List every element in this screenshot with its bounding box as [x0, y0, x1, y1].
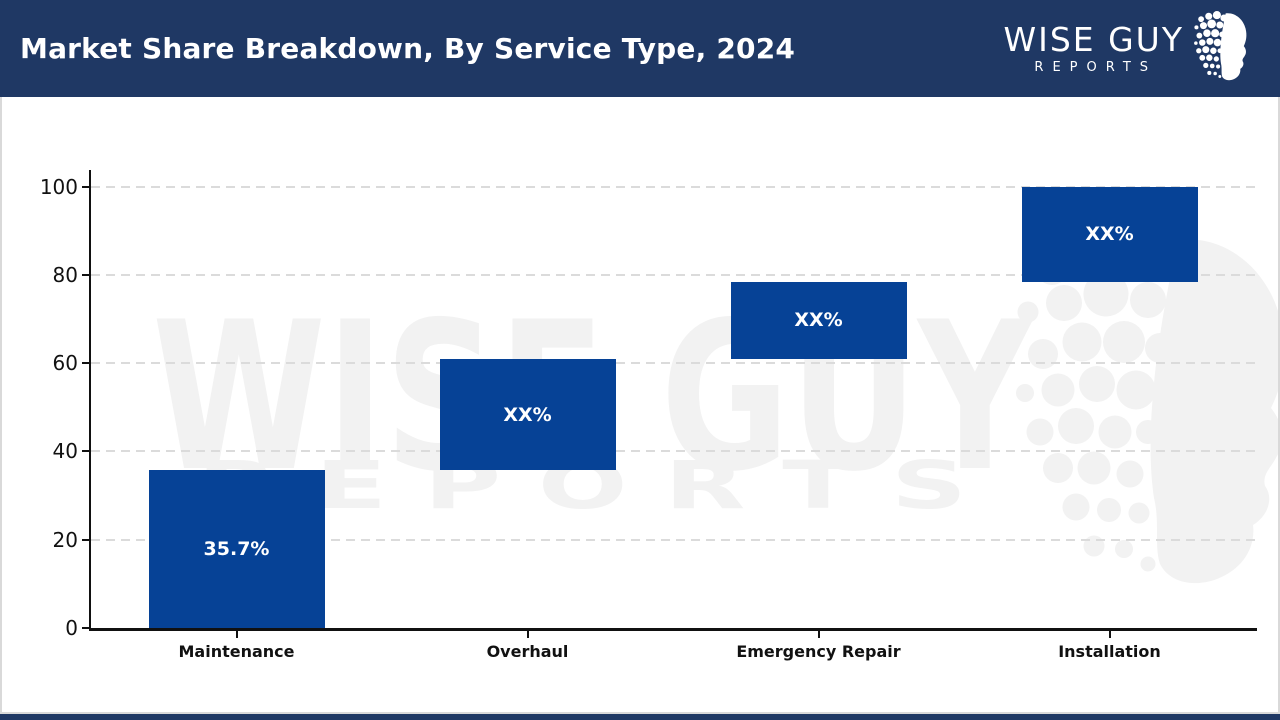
x-category-label-installation: Installation	[1058, 642, 1161, 661]
y-tick-label-80: 80	[52, 262, 78, 287]
gridline-40	[91, 450, 1255, 453]
footer-bar	[0, 714, 1280, 720]
gridline-80	[91, 273, 1255, 276]
bar-installation: XX%	[1021, 186, 1198, 282]
x-tick-mark-maintenance	[235, 631, 238, 638]
gridline-100	[91, 185, 1255, 188]
bar-emergency-repair: XX%	[730, 281, 907, 359]
x-tick-mark-overhaul	[526, 631, 529, 638]
bar-value-label-installation: XX%	[1085, 223, 1134, 246]
x-axis-spine	[89, 628, 1257, 631]
bar-overhaul: XX%	[439, 358, 616, 471]
y-axis-spine	[89, 170, 91, 631]
wiseguy-logo: WISE GUY REPORTS	[1003, 10, 1252, 87]
logo-wordmark-line1: WISE GUY	[1003, 20, 1184, 59]
x-category-label-emergency-repair: Emergency Repair	[736, 642, 901, 661]
y-tick-label-0: 0	[65, 616, 78, 640]
y-tick-label-20: 20	[52, 527, 78, 552]
header: Market Share Breakdown, By Service Type,…	[0, 0, 1280, 97]
logo-wordmark: WISE GUY REPORTS	[1003, 23, 1184, 74]
bar-value-label-overhaul: XX%	[503, 403, 552, 426]
y-tick-mark-100	[82, 185, 90, 188]
y-tick-mark-20	[82, 538, 90, 541]
y-tick-mark-0	[82, 627, 90, 629]
y-tick-label-40: 40	[52, 439, 78, 464]
y-tick-mark-80	[82, 273, 90, 276]
chart-area: WISE GUY R E P O R T S 0 20 40 60 80 100 35.7%…	[0, 97, 1280, 714]
x-category-label-overhaul: Overhaul	[486, 642, 569, 661]
y-tick-label-100: 100	[39, 174, 78, 199]
x-category-label-maintenance: Maintenance	[178, 642, 295, 661]
y-tick-mark-60	[82, 362, 90, 365]
bar-value-label-emergency-repair: XX%	[794, 309, 843, 332]
gridline-20	[91, 538, 1255, 541]
chart-title: Market Share Breakdown, By Service Type,…	[20, 32, 796, 65]
y-tick-mark-40	[82, 450, 90, 453]
gridline-60	[91, 362, 1255, 365]
y-tick-label-60: 60	[52, 351, 78, 376]
bar-maintenance: 35.7%	[148, 470, 325, 628]
logo-wordmark-line2: REPORTS	[1034, 60, 1158, 75]
bar-value-label-maintenance: 35.7%	[203, 538, 270, 561]
x-tick-mark-installation	[1108, 631, 1111, 638]
logo-head-icon	[1194, 10, 1247, 80]
plot-area: 0 20 40 60 80 100 35.7% Maintenance XX% Overhaul X…	[2, 97, 1278, 710]
x-tick-mark-emergency-repair	[817, 631, 820, 638]
